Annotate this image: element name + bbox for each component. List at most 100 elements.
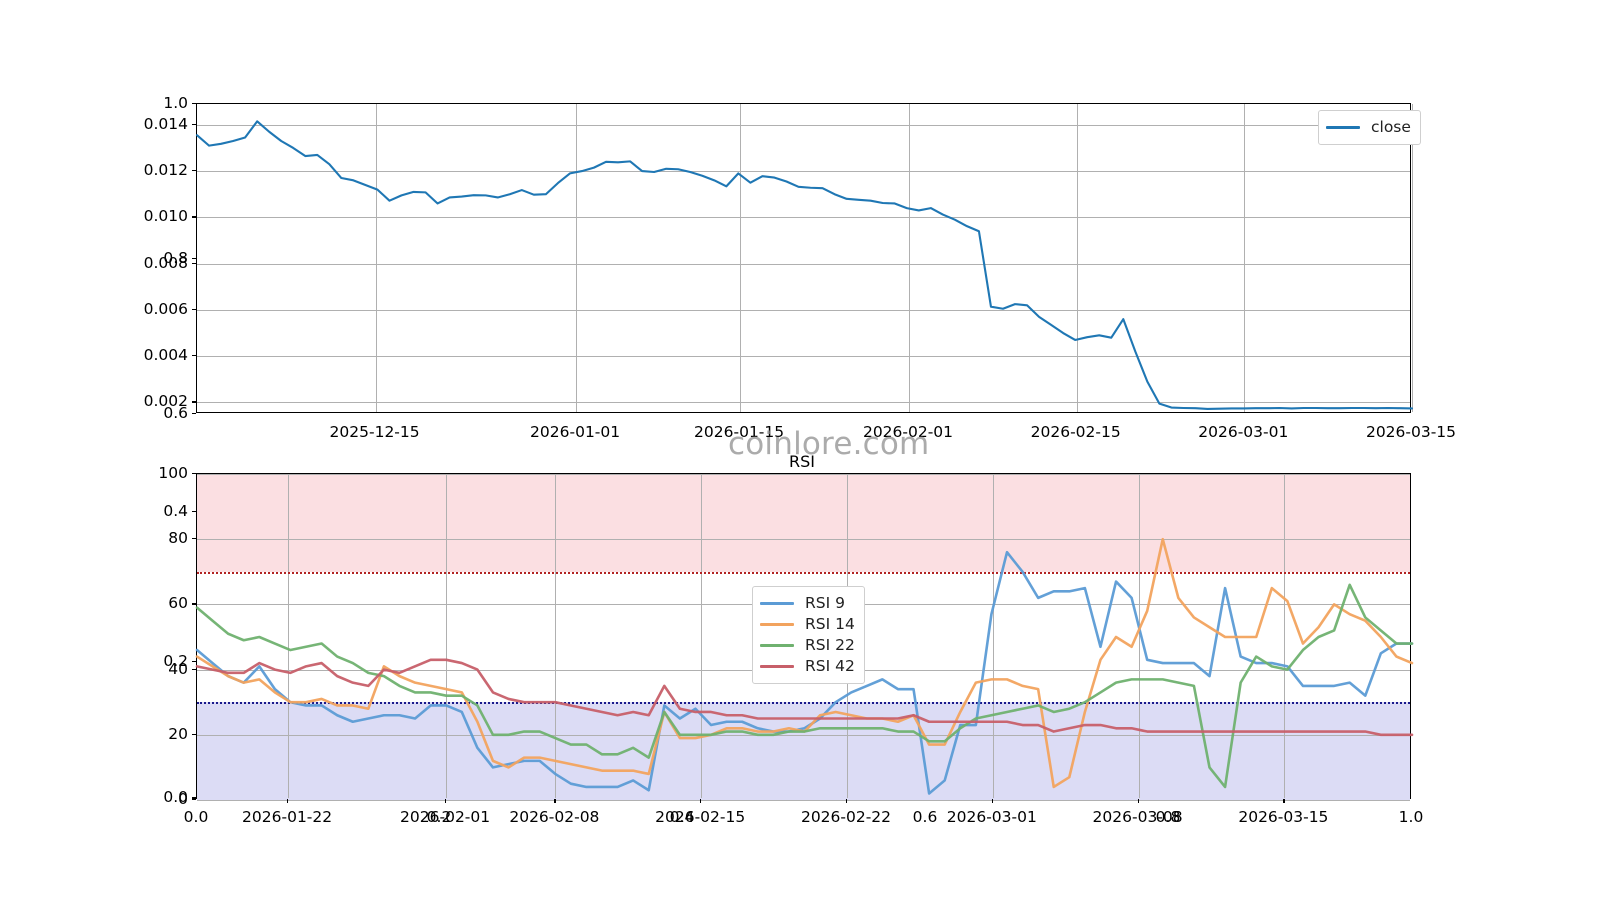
gridline-vertical [555, 474, 557, 798]
price-y-tick: 0.012 [143, 161, 188, 180]
gridline-horizontal [197, 217, 1410, 219]
rsi-legend[interactable]: RSI 9 RSI 14 RSI 22 RSI 42 [752, 586, 865, 684]
price-y-tick: 0.008 [143, 253, 188, 272]
gridline-horizontal [197, 734, 1410, 736]
price-y-tick: 0.014 [143, 114, 188, 133]
price-y-tickmark [192, 170, 196, 172]
legend-item[interactable]: RSI 9 [760, 593, 855, 614]
gridline-vertical [288, 474, 290, 798]
gridline-vertical [992, 474, 994, 798]
rsi-y-tickmark [192, 538, 196, 540]
rsi-line-series [195, 537, 1414, 795]
rsi-x-tick-secondary: 0.6 [912, 808, 938, 826]
price-legend[interactable]: close [1318, 110, 1421, 145]
gridline-vertical [740, 104, 742, 412]
price-x-tick: 2026-01-15 [694, 423, 785, 441]
rsi-y-tickmark [192, 733, 196, 735]
gridline-horizontal [197, 474, 1410, 475]
rsi-y-tick: 40 [168, 659, 188, 678]
legend-label: RSI 14 [805, 614, 855, 633]
rsi-series-rsi-9 [195, 550, 1414, 795]
rsi-x-tick-secondary: 1.0 [1398, 808, 1424, 826]
legend-item[interactable]: close [1326, 117, 1411, 138]
rsi-y-tick: 20 [168, 724, 188, 743]
price-y-tickmark-secondary [192, 413, 196, 415]
rsi-x-tickmark [1283, 799, 1285, 803]
rsi-series-rsi-42 [195, 658, 1414, 737]
legend-label: close [1371, 117, 1411, 136]
rsi-y-tick: 100 [158, 464, 188, 482]
gridline-vertical [909, 104, 910, 412]
rsi-y-tickmark [192, 668, 196, 670]
legend-item[interactable]: RSI 14 [760, 614, 855, 635]
rsi-x-tickmark [700, 799, 702, 803]
price-y-tickmark [192, 123, 196, 125]
rsi-chart-plot-area [195, 473, 1414, 801]
price-x-tick: 2026-03-01 [1198, 423, 1289, 441]
rsi-y-tickmark-secondary [192, 797, 196, 799]
legend-color-swatch [760, 623, 794, 626]
overbought-band [197, 474, 1410, 572]
price-y-tickmark [192, 216, 196, 218]
legend-label: RSI 9 [805, 593, 845, 612]
price-y-tick: 0.006 [143, 299, 188, 318]
rsi-series-rsi-22 [195, 583, 1414, 789]
price-y-tick: 0.004 [143, 346, 188, 365]
gridline-vertical [375, 104, 377, 412]
price-y-tickmark [192, 401, 196, 403]
rsi-x-tick-date: 2026-03-01 [946, 808, 1037, 826]
gridline-horizontal [197, 309, 1410, 311]
legend-color-swatch [760, 644, 794, 647]
rsi-y-tick: 60 [168, 594, 188, 613]
price-line-series [195, 120, 1414, 410]
price-y-tick: 0.002 [143, 392, 188, 411]
gridline-horizontal [197, 402, 1410, 404]
rsi-y-tick: 80 [168, 529, 188, 548]
price-x-tick: 2025-12-15 [329, 423, 420, 441]
legend-item[interactable]: RSI 42 [760, 656, 855, 677]
gridline-horizontal [197, 124, 1410, 126]
price-y-tickmark [192, 262, 196, 264]
price-y-tickmark-secondary [192, 103, 196, 105]
legend-label: RSI 42 [805, 656, 855, 675]
rsi-x-tickmark [287, 799, 289, 803]
rsi-x-tick-date: 2026-03-15 [1238, 808, 1329, 826]
rsi-x-tick-date: 2026-01-22 [242, 808, 333, 826]
gridline-horizontal [197, 539, 1410, 541]
gridline-vertical [1412, 104, 1413, 412]
price-chart-plot-area [195, 103, 1414, 413]
price-y-tickmark [192, 308, 196, 311]
gridline-vertical [1244, 104, 1246, 412]
rsi-x-tick-secondary: 0.0 [183, 808, 209, 826]
rsi-chart-title: RSI [789, 452, 815, 471]
price-x-tick: 2026-03-15 [1365, 423, 1457, 441]
gridline-horizontal [197, 263, 1410, 265]
coinlore-watermark: coinlore.com [728, 426, 930, 462]
rsi-y-tick-secondary: 0.0 [163, 788, 188, 807]
price-x-tick: 2026-01-01 [530, 423, 621, 441]
rsi-x-tick-date: 2026-02-15 [655, 808, 746, 826]
rsi-y-tick: 0 [178, 790, 188, 808]
legend-item[interactable]: RSI 22 [760, 635, 855, 656]
price-x-tick: 2026-02-01 [862, 423, 954, 441]
rsi-x-tickmark [445, 799, 447, 803]
rsi-x-tickmark [846, 799, 848, 803]
rsi-x-tickmark [991, 799, 993, 803]
rsi-x-tickmark [554, 799, 556, 803]
price-x-tick: 2026-02-15 [1030, 423, 1121, 441]
legend-color-swatch [760, 602, 794, 605]
gridline-horizontal [197, 171, 1410, 173]
gridline-vertical [1284, 474, 1286, 798]
gridline-horizontal [197, 356, 1410, 358]
rsi-x-tick-secondary: 0.8 [1155, 808, 1181, 826]
rsi-y-tickmark-secondary [192, 510, 196, 512]
price-y-tick-secondary: 0.6 [163, 404, 188, 422]
gridline-vertical [1076, 104, 1078, 412]
rsi-x-tick-date: 2026-02-08 [509, 808, 600, 826]
price-y-tick-secondary: 0.8 [163, 249, 188, 267]
legend-label: RSI 22 [805, 635, 855, 654]
oversold-threshold-line [197, 702, 1410, 705]
rsi-x-tick-secondary: 0.2 [426, 808, 452, 826]
price-y-tick: 0.010 [143, 207, 188, 226]
rsi-y-tickmark [192, 603, 196, 605]
